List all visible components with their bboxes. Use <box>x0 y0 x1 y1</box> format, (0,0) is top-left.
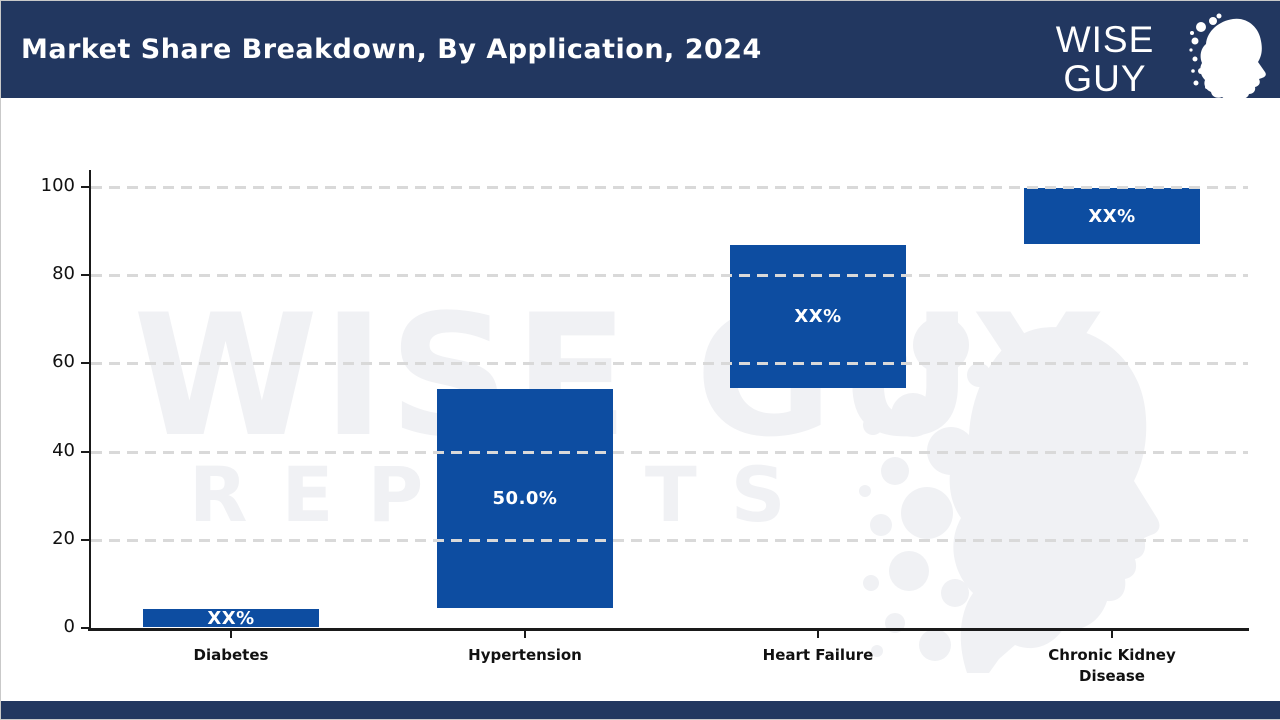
y-gridline <box>91 362 1248 366</box>
x-axis-category-label: Hypertension <box>468 646 582 664</box>
y-axis-tick-label: 100 <box>40 175 75 196</box>
y-axis-tick-label: 0 <box>63 616 75 637</box>
y-axis-tick <box>81 274 89 277</box>
bar-chronic-kidney-disease: XX% <box>1024 187 1200 245</box>
y-axis-tick-label: 40 <box>52 439 75 461</box>
x-axis-line <box>88 628 1249 631</box>
bar-value-label: 50.0% <box>492 487 558 509</box>
x-axis-tick <box>230 631 232 638</box>
y-gridline <box>91 538 1248 542</box>
y-axis-tick-label: 60 <box>52 351 75 373</box>
y-axis-tick-label: 80 <box>52 263 75 285</box>
y-axis-tick <box>81 186 89 188</box>
bar-value-label: XX% <box>207 607 255 629</box>
y-axis-line <box>89 170 91 630</box>
y-axis-tick-label: 20 <box>52 527 75 549</box>
y-axis-tick <box>81 538 89 541</box>
bar-value-label: XX% <box>794 305 842 327</box>
bar-heart-failure: XX% <box>730 245 906 388</box>
chart-title: Market Share Breakdown, By Application, … <box>21 34 762 65</box>
brand-logo-text: WISE GUY REPORTS <box>1019 19 1191 116</box>
x-axis-category-label: Heart Failure <box>762 646 874 664</box>
x-axis-tick <box>1111 631 1113 638</box>
footer-bar <box>1 701 1280 719</box>
y-gridline <box>91 450 1248 454</box>
y-axis-tick <box>81 627 89 629</box>
y-axis-tick <box>81 450 89 453</box>
brand-logo: WISE GUY REPORTS <box>1019 9 1269 116</box>
x-axis-category-label: Chronic Kidney Disease <box>1048 646 1176 685</box>
bar-hypertension: 50.0% <box>437 388 613 609</box>
y-axis-tick <box>81 362 89 365</box>
x-axis-category-label: Diabetes <box>193 646 269 664</box>
brand-subname: REPORTS <box>1046 100 1170 116</box>
bar-value-label: XX% <box>1088 205 1136 227</box>
x-axis-tick <box>817 631 819 638</box>
y-gridline <box>91 274 1248 278</box>
plot-area: WISE GUY REPORTS 0 20 40 60 80 100 XX% Diabetes… <box>1 98 1280 703</box>
y-gridline <box>91 186 1248 189</box>
watermark-brand-name: WISE GUY <box>133 278 1104 474</box>
header-bar: Market Share Breakdown, By Application, … <box>1 1 1280 116</box>
brand-head-icon <box>1189 13 1266 99</box>
bar-diabetes: XX% <box>143 607 319 629</box>
x-axis-tick <box>524 631 526 638</box>
brand-name: WISE GUY <box>1055 19 1155 99</box>
